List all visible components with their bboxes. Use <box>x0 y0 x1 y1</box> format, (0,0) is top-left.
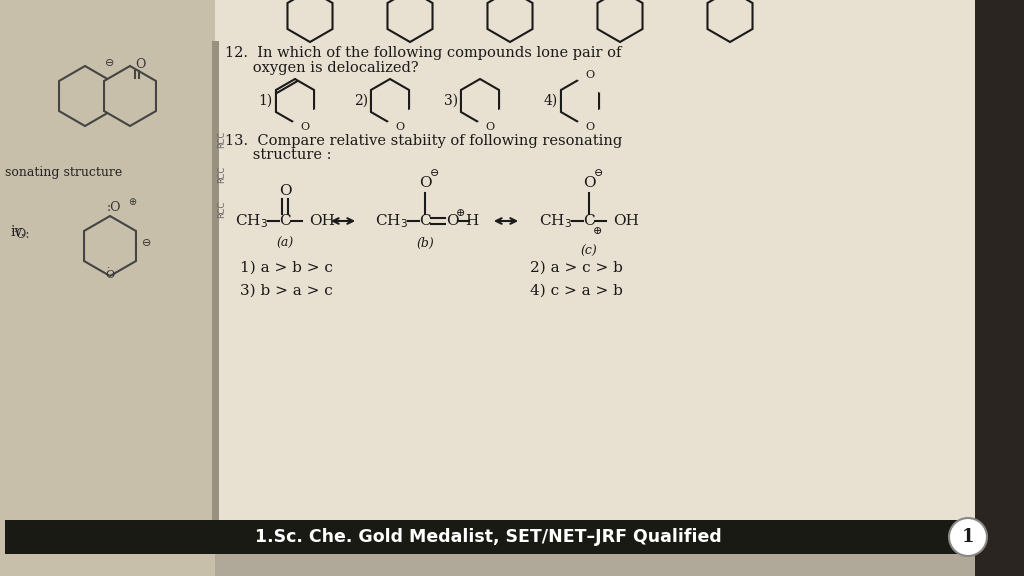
Text: O: O <box>445 214 459 228</box>
Text: RCC: RCC <box>217 201 226 218</box>
Text: ⊕: ⊕ <box>592 226 602 236</box>
Text: (a): (a) <box>276 237 294 249</box>
Text: CH$_3$: CH$_3$ <box>375 212 408 230</box>
Text: ⊖: ⊖ <box>105 58 115 68</box>
Text: 3): 3) <box>443 94 458 108</box>
Text: ⊖: ⊖ <box>594 168 604 178</box>
Bar <box>215 0 975 41</box>
Bar <box>215 41 975 531</box>
Text: O: O <box>583 176 595 190</box>
Text: O: O <box>395 123 404 132</box>
Polygon shape <box>84 216 136 276</box>
Text: O: O <box>485 123 495 132</box>
Bar <box>975 0 1024 576</box>
Text: OH: OH <box>309 214 335 228</box>
Text: :O: :O <box>106 201 121 214</box>
Text: O: O <box>585 70 594 79</box>
Bar <box>0 0 215 576</box>
Polygon shape <box>104 66 156 126</box>
Text: 4): 4) <box>544 94 558 108</box>
Text: (c): (c) <box>581 244 597 257</box>
Text: 4) c > a > b: 4) c > a > b <box>530 284 623 298</box>
Bar <box>5 520 965 554</box>
Text: CH$_3$: CH$_3$ <box>234 212 268 230</box>
Text: 1: 1 <box>962 528 974 546</box>
Text: ⊖: ⊖ <box>142 238 152 248</box>
Polygon shape <box>708 0 753 42</box>
Text: 1.Sc. Che. Gold Medalist, SET/NET–JRF Qualified: 1.Sc. Che. Gold Medalist, SET/NET–JRF Qu… <box>255 528 721 546</box>
Text: O: O <box>135 58 145 71</box>
Text: C: C <box>280 214 291 228</box>
Circle shape <box>949 518 987 556</box>
Text: O: O <box>279 184 291 198</box>
Text: 1): 1) <box>259 94 273 108</box>
Text: ⊕: ⊕ <box>128 197 136 207</box>
Polygon shape <box>461 79 499 123</box>
Text: 12.  In which of the following compounds lone pair of: 12. In which of the following compounds … <box>225 46 622 60</box>
Text: 13.  Compare relative stabiity of following resonating: 13. Compare relative stabiity of followi… <box>225 134 623 148</box>
Polygon shape <box>561 79 599 123</box>
Text: RCC: RCC <box>217 131 226 148</box>
Text: 2): 2) <box>354 94 368 108</box>
Bar <box>212 41 219 531</box>
Text: O: O <box>585 123 594 132</box>
Text: sonating structure: sonating structure <box>5 166 122 179</box>
Text: structure :: structure : <box>225 148 332 162</box>
Text: iv.: iv. <box>10 225 25 239</box>
Text: ..: .. <box>11 224 18 234</box>
Text: O: O <box>300 123 309 132</box>
Text: 3) b > a > c: 3) b > a > c <box>240 284 333 298</box>
Text: ⊕: ⊕ <box>456 208 465 218</box>
Text: oxygen is delocalized?: oxygen is delocalized? <box>225 61 419 75</box>
Polygon shape <box>387 0 432 42</box>
Polygon shape <box>597 0 642 42</box>
Polygon shape <box>487 0 532 42</box>
Text: C: C <box>584 214 595 228</box>
Text: ⊖: ⊖ <box>430 168 439 178</box>
Text: O: O <box>419 176 431 190</box>
Polygon shape <box>59 66 111 126</box>
Text: O:: O: <box>15 228 30 241</box>
Text: O: O <box>105 270 115 280</box>
Text: 2) a > c > b: 2) a > c > b <box>530 261 623 275</box>
Text: RCC: RCC <box>217 166 226 183</box>
Text: C: C <box>419 214 431 228</box>
Text: H: H <box>465 214 478 228</box>
Text: (b): (b) <box>416 237 434 249</box>
Text: OH: OH <box>613 214 639 228</box>
Polygon shape <box>371 79 409 123</box>
Text: CH$_3$: CH$_3$ <box>539 212 572 230</box>
Text: :: : <box>106 264 110 274</box>
Polygon shape <box>288 0 333 42</box>
Text: 1) a > b > c: 1) a > b > c <box>240 261 333 275</box>
Polygon shape <box>275 79 314 123</box>
